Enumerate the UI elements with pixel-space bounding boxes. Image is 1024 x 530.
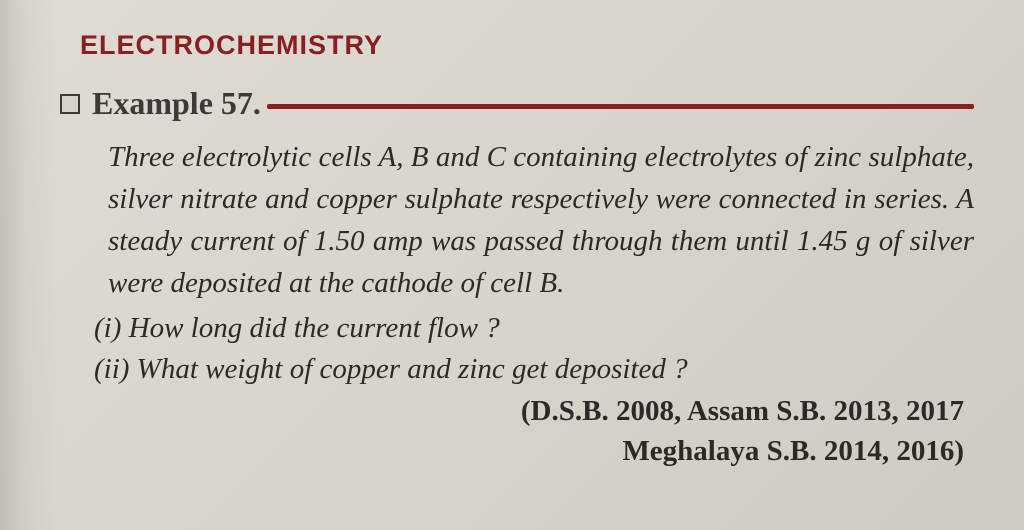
square-bullet-icon bbox=[60, 94, 80, 114]
problem-statement: Three electrolytic cells A, B and C cont… bbox=[108, 136, 974, 304]
page-binding-shadow bbox=[0, 0, 60, 530]
chapter-title: ELECTROCHEMISTRY bbox=[80, 30, 974, 61]
question-1: (i) How long did the current flow ? bbox=[94, 308, 974, 349]
example-label: Example 57. bbox=[92, 85, 261, 122]
horizontal-rule bbox=[267, 104, 974, 109]
example-heading-row: Example 57. bbox=[60, 85, 974, 122]
source-attribution-line1: (D.S.B. 2008, Assam S.B. 2013, 2017 bbox=[70, 391, 964, 432]
question-2: (ii) What weight of copper and zinc get … bbox=[94, 349, 974, 390]
source-attribution-line2: Meghalaya S.B. 2014, 2016) bbox=[70, 431, 964, 472]
